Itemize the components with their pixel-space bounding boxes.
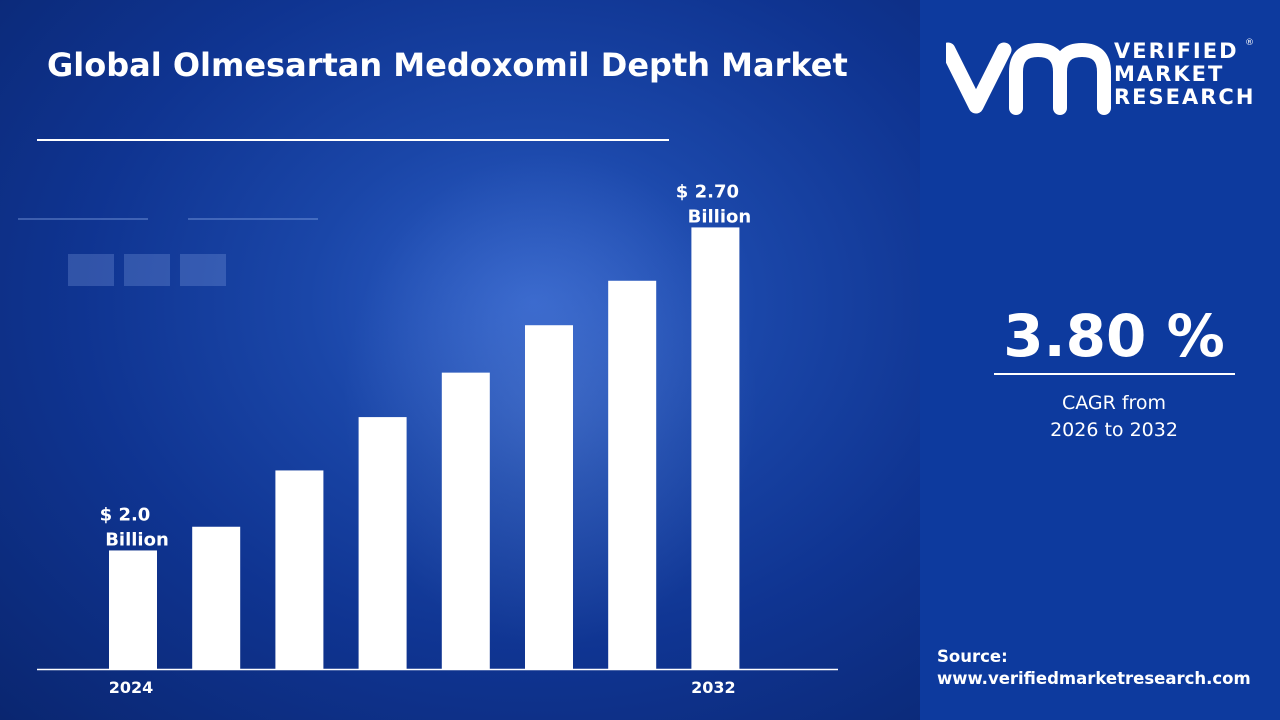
background-decoration bbox=[68, 254, 114, 286]
source-label: Source: bbox=[937, 647, 1008, 666]
brand-name: VERIFIED MARKET RESEARCH bbox=[1114, 40, 1255, 109]
bar-3 bbox=[358, 417, 407, 669]
bar-1 bbox=[192, 526, 241, 669]
cagr-label-line2: 2026 to 2032 bbox=[1050, 419, 1178, 441]
data-label-value-0: $ 2.0 bbox=[100, 504, 151, 525]
data-label-unit-0: Billion bbox=[105, 529, 169, 550]
background-decoration bbox=[18, 218, 148, 220]
source-url[interactable]: www.verifiedmarketresearch.com bbox=[937, 669, 1251, 688]
vmr-logo-icon bbox=[946, 42, 1111, 115]
cagr-label: CAGR from 2026 to 2032 bbox=[920, 390, 1280, 444]
bar-5 bbox=[525, 325, 573, 669]
brand-line-verified: VERIFIED bbox=[1114, 39, 1239, 63]
cagr-label-line1: CAGR from bbox=[1061, 392, 1167, 414]
source-block: Source: www.verifiedmarketresearch.com bbox=[937, 646, 1251, 690]
bar-chart: 2024 2032 $ 2.0 Billion $ 2.70 Billion bbox=[37, 181, 838, 697]
registered-mark: ® bbox=[1245, 38, 1254, 48]
summary-panel: VERIFIED MARKET RESEARCH ® 3.80 % CAGR f… bbox=[920, 0, 1280, 720]
x-tick-label-7: 2032 bbox=[691, 678, 736, 697]
chart-panel: Global Olmesartan Medoxomil Depth Market… bbox=[0, 0, 920, 720]
data-label-value-7: $ 2.70 bbox=[676, 181, 739, 202]
background-decoration bbox=[180, 254, 226, 286]
cagr-value: 3.80 % bbox=[1003, 302, 1225, 370]
brand-line-research: RESEARCH bbox=[1114, 85, 1256, 109]
brand-line-market: MARKET bbox=[1114, 62, 1225, 86]
data-label-unit-7: Billion bbox=[688, 206, 752, 227]
background-decoration bbox=[188, 218, 318, 220]
bar-0 bbox=[109, 550, 157, 669]
bar-6 bbox=[608, 280, 657, 669]
bar-7 bbox=[691, 227, 740, 669]
background-decoration bbox=[124, 254, 170, 286]
x-tick-label-0: 2024 bbox=[109, 678, 154, 697]
title-divider bbox=[37, 139, 669, 141]
cagr-divider bbox=[994, 373, 1235, 375]
bar-4 bbox=[441, 372, 490, 669]
chart-title: Global Olmesartan Medoxomil Depth Market bbox=[47, 46, 848, 84]
bar-2 bbox=[275, 470, 324, 669]
